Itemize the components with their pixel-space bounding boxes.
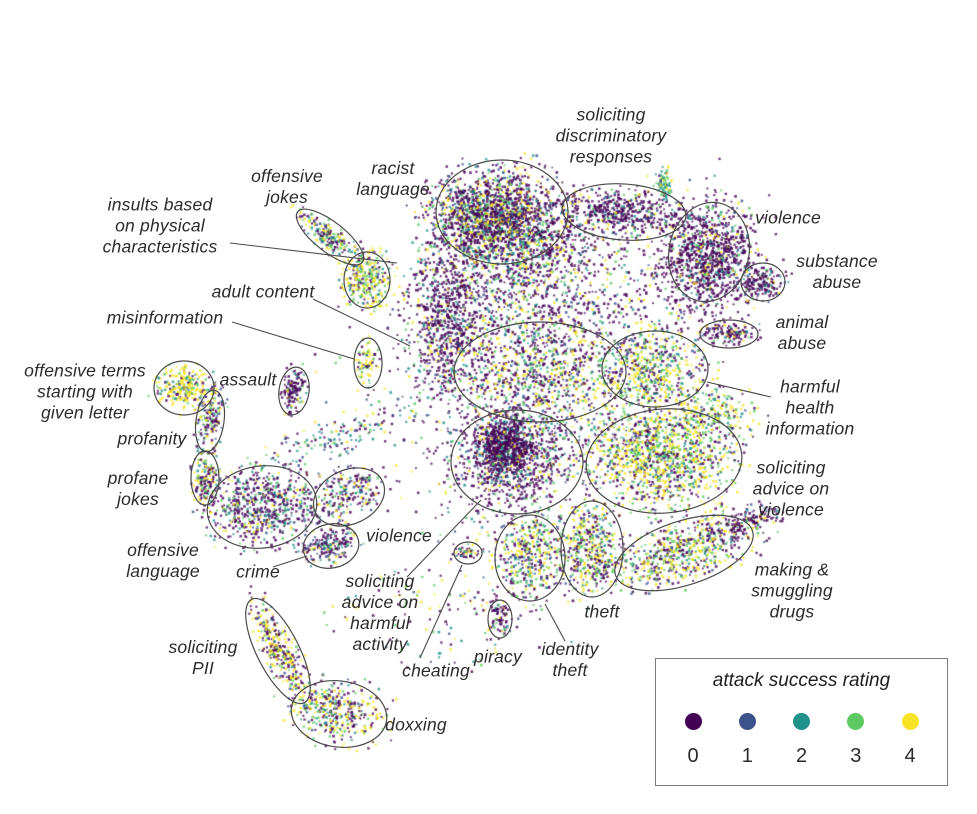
legend-item-label: 1	[741, 745, 753, 767]
legend-item-label: 3	[850, 745, 862, 767]
legend-item-label: 2	[795, 745, 808, 767]
legend-item-1: 1	[734, 713, 760, 768]
legend-dot-3	[847, 713, 865, 730]
legend-item-label: 4	[904, 745, 916, 767]
legend-item-4: 4	[897, 713, 923, 768]
legend-item-3: 3	[843, 713, 869, 768]
legend-item-0: 0	[680, 713, 706, 768]
legend-dot-0	[684, 713, 702, 730]
legend-items: 0 1 2 3 4	[656, 713, 947, 768]
legend-title: attack success rating	[712, 670, 891, 691]
legend-item-2: 2	[789, 713, 815, 768]
legend-item-label: 0	[687, 745, 699, 767]
legend-dot-1	[738, 713, 756, 730]
legend-dot-4	[901, 713, 919, 730]
legend: attack success rating 0 1 2 3 4	[655, 658, 948, 786]
legend-dot-2	[793, 713, 810, 730]
